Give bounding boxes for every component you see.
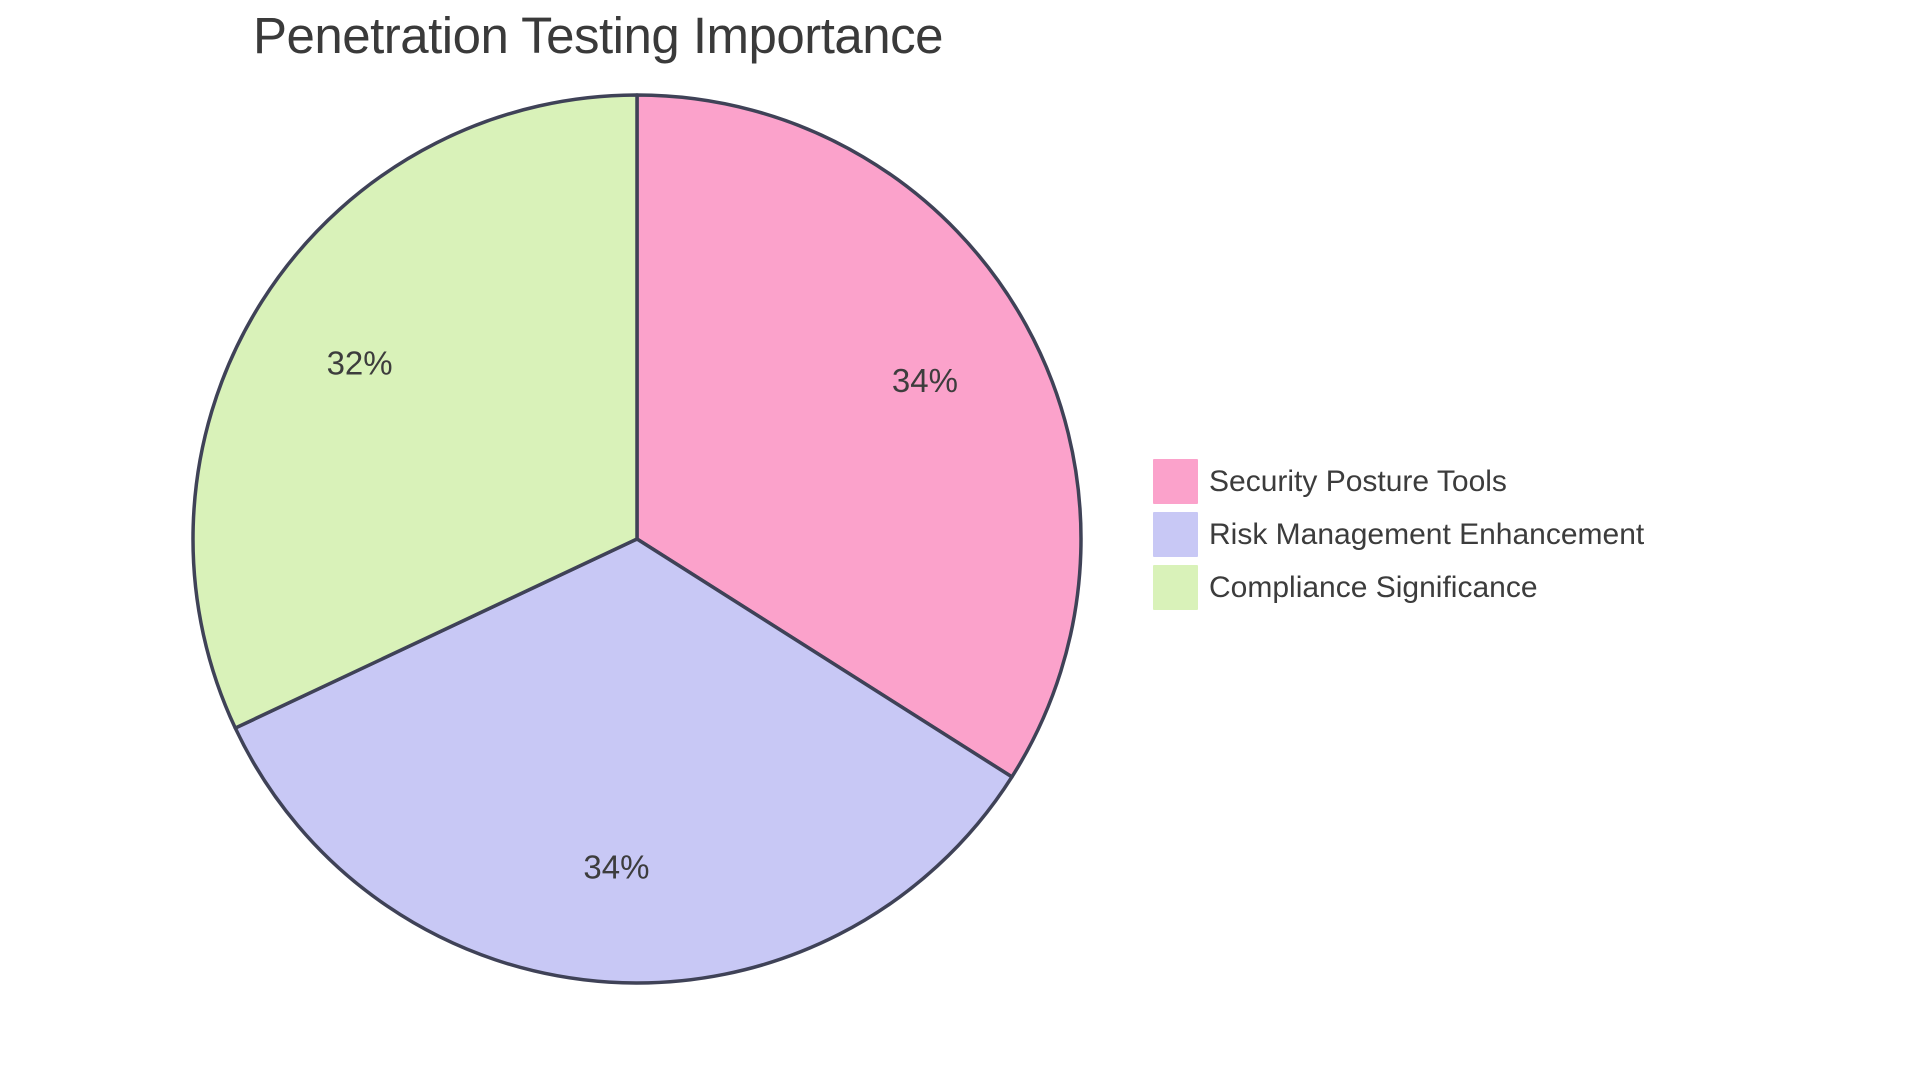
pie-slice-security-posture-tools <box>635 93 1083 779</box>
chart-title: Penetration Testing Importance <box>253 7 944 64</box>
legend-label: Risk Management Enhancement <box>1209 517 1645 551</box>
slice-percent-label-compliance-significance: 32% <box>327 344 393 381</box>
legend-item-risk-management-enhancement: Risk Management Enhancement <box>1153 512 1644 557</box>
pie-slice-compliance-significance <box>191 93 639 730</box>
slice-percent-label-security-posture-tools: 34% <box>892 362 958 399</box>
legend-label: Compliance Significance <box>1209 570 1538 604</box>
legend: Security Posture Tools Risk Management En… <box>1153 459 1644 610</box>
legend-item-compliance-significance: Compliance Significance <box>1153 565 1644 610</box>
legend-swatch-security-posture-tools <box>1153 459 1198 504</box>
legend-swatch-compliance-significance <box>1153 565 1198 610</box>
legend-swatch-risk-management-enhancement <box>1153 512 1198 557</box>
legend-item-security-posture-tools: Security Posture Tools <box>1153 459 1644 504</box>
pie-slice-risk-management-enhancement <box>233 537 1014 985</box>
slice-percent-label-risk-management-enhancement: 34% <box>583 848 649 885</box>
legend-label: Security Posture Tools <box>1209 464 1507 498</box>
